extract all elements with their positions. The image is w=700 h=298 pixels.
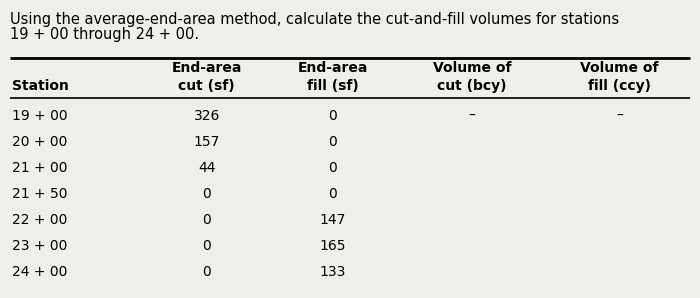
Text: Volume of: Volume of xyxy=(580,61,659,75)
Text: –: – xyxy=(616,109,623,123)
Text: –: – xyxy=(469,109,476,123)
Text: 0: 0 xyxy=(202,187,211,201)
Text: 0: 0 xyxy=(202,213,211,227)
Text: Using the average-end-area method, calculate the cut-and-fill volumes for statio: Using the average-end-area method, calcu… xyxy=(10,12,619,27)
Text: 157: 157 xyxy=(194,135,220,149)
Text: 21 + 50: 21 + 50 xyxy=(12,187,67,201)
Text: 20 + 00: 20 + 00 xyxy=(12,135,67,149)
Text: cut (bcy): cut (bcy) xyxy=(438,79,507,93)
Text: End-area: End-area xyxy=(172,61,242,75)
Text: Volume of: Volume of xyxy=(433,61,512,75)
Text: 326: 326 xyxy=(194,109,220,123)
Text: 0: 0 xyxy=(202,239,211,253)
Text: 23 + 00: 23 + 00 xyxy=(12,239,67,253)
Text: fill (sf): fill (sf) xyxy=(307,79,358,93)
Text: Station: Station xyxy=(12,79,69,93)
Text: 0: 0 xyxy=(202,265,211,279)
Text: 24 + 00: 24 + 00 xyxy=(12,265,67,279)
Text: fill (ccy): fill (ccy) xyxy=(588,79,651,93)
Text: 19 + 00 through 24 + 00.: 19 + 00 through 24 + 00. xyxy=(10,27,199,42)
Text: 0: 0 xyxy=(328,187,337,201)
Text: 44: 44 xyxy=(198,161,216,175)
Text: 21 + 00: 21 + 00 xyxy=(12,161,67,175)
Text: 22 + 00: 22 + 00 xyxy=(12,213,67,227)
Text: End-area: End-area xyxy=(298,61,368,75)
Text: 165: 165 xyxy=(320,239,346,253)
Text: 0: 0 xyxy=(328,135,337,149)
Text: 147: 147 xyxy=(320,213,346,227)
Text: cut (sf): cut (sf) xyxy=(178,79,235,93)
Text: 0: 0 xyxy=(328,109,337,123)
Text: 133: 133 xyxy=(320,265,346,279)
Text: 0: 0 xyxy=(328,161,337,175)
Text: 19 + 00: 19 + 00 xyxy=(12,109,68,123)
